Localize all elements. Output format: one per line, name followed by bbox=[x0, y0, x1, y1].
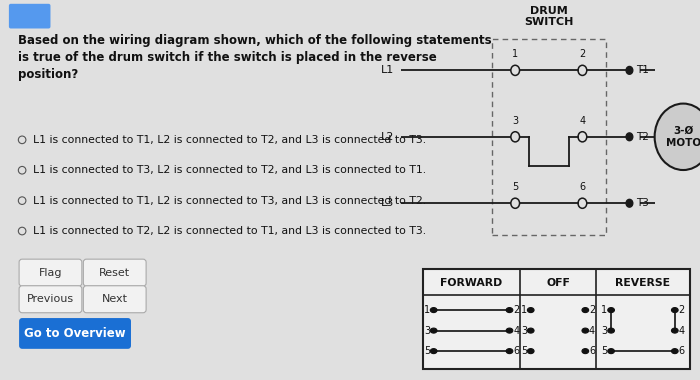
Text: 4: 4 bbox=[513, 326, 519, 336]
Text: 2: 2 bbox=[513, 305, 519, 315]
Circle shape bbox=[582, 328, 589, 333]
Text: Go to Overview: Go to Overview bbox=[25, 327, 126, 340]
Circle shape bbox=[578, 198, 587, 208]
Text: T3: T3 bbox=[636, 198, 649, 208]
Bar bbox=[423, 269, 690, 369]
Text: 1: 1 bbox=[521, 305, 527, 315]
Circle shape bbox=[626, 200, 633, 207]
Circle shape bbox=[527, 307, 534, 313]
Circle shape bbox=[654, 104, 700, 170]
Text: Based on the wiring diagram shown, which of the following statements
is true of : Based on the wiring diagram shown, which… bbox=[18, 34, 492, 81]
Circle shape bbox=[430, 307, 437, 313]
Text: Flag: Flag bbox=[38, 268, 62, 278]
Text: 4: 4 bbox=[589, 326, 595, 336]
Text: Previous: Previous bbox=[27, 294, 74, 304]
Text: 3: 3 bbox=[512, 116, 518, 126]
Text: L1 is connected to T3, L2 is connected to T2, and L3 is connected to T1.: L1 is connected to T3, L2 is connected t… bbox=[34, 165, 426, 175]
Circle shape bbox=[671, 307, 678, 313]
Circle shape bbox=[578, 65, 587, 76]
Circle shape bbox=[671, 348, 678, 354]
Text: 6: 6 bbox=[513, 346, 519, 356]
Text: Reset: Reset bbox=[99, 268, 130, 278]
Text: T1: T1 bbox=[636, 65, 649, 75]
Text: 5: 5 bbox=[521, 346, 527, 356]
Text: DRUM
SWITCH: DRUM SWITCH bbox=[524, 6, 573, 27]
Circle shape bbox=[430, 348, 437, 354]
Circle shape bbox=[582, 348, 589, 354]
Circle shape bbox=[511, 65, 519, 76]
Circle shape bbox=[626, 133, 633, 141]
Circle shape bbox=[511, 132, 519, 142]
Circle shape bbox=[671, 328, 678, 333]
FancyBboxPatch shape bbox=[19, 318, 131, 349]
Circle shape bbox=[511, 198, 519, 208]
FancyBboxPatch shape bbox=[83, 286, 146, 313]
Text: 6: 6 bbox=[589, 346, 595, 356]
FancyBboxPatch shape bbox=[19, 259, 82, 286]
Text: 2: 2 bbox=[589, 305, 595, 315]
Text: 2: 2 bbox=[580, 49, 585, 59]
Text: OFF: OFF bbox=[546, 278, 570, 288]
Circle shape bbox=[578, 132, 587, 142]
FancyBboxPatch shape bbox=[19, 286, 82, 313]
Text: L1 is connected to T1, L2 is connected to T2, and L3 is connected to T3.: L1 is connected to T1, L2 is connected t… bbox=[34, 135, 426, 145]
Text: 3: 3 bbox=[521, 326, 527, 336]
Text: FORWARD: FORWARD bbox=[440, 278, 503, 288]
Text: 5: 5 bbox=[512, 182, 518, 192]
Text: 1: 1 bbox=[424, 305, 430, 315]
Text: 2: 2 bbox=[678, 305, 685, 315]
Circle shape bbox=[506, 348, 513, 354]
Circle shape bbox=[506, 328, 513, 333]
FancyBboxPatch shape bbox=[83, 259, 146, 286]
Text: L1 is connected to T1, L2 is connected to T3, and L3 is connected to T2.: L1 is connected to T1, L2 is connected t… bbox=[34, 196, 426, 206]
Circle shape bbox=[527, 348, 534, 354]
Circle shape bbox=[608, 328, 615, 333]
Text: L2: L2 bbox=[381, 132, 394, 142]
Text: 4: 4 bbox=[580, 116, 585, 126]
Text: 5: 5 bbox=[424, 346, 430, 356]
Text: L3: L3 bbox=[381, 198, 394, 208]
Text: 6: 6 bbox=[580, 182, 585, 192]
Circle shape bbox=[608, 307, 615, 313]
Text: Next: Next bbox=[102, 294, 127, 304]
Text: L1: L1 bbox=[381, 65, 394, 75]
Text: 3: 3 bbox=[601, 326, 608, 336]
Text: T2: T2 bbox=[636, 132, 649, 142]
Text: L1 is connected to T2, L2 is connected to T1, and L3 is connected to T3.: L1 is connected to T2, L2 is connected t… bbox=[34, 226, 426, 236]
Circle shape bbox=[527, 328, 534, 333]
FancyBboxPatch shape bbox=[9, 4, 50, 28]
Text: 5: 5 bbox=[601, 346, 608, 356]
Text: 1: 1 bbox=[601, 305, 608, 315]
Text: 6: 6 bbox=[678, 346, 685, 356]
Text: 4: 4 bbox=[678, 326, 685, 336]
Circle shape bbox=[430, 328, 437, 333]
Text: 1: 1 bbox=[512, 49, 518, 59]
Circle shape bbox=[506, 307, 513, 313]
Text: 3-Ø
MOTO: 3-Ø MOTO bbox=[666, 126, 700, 147]
Text: REVERSE: REVERSE bbox=[615, 278, 671, 288]
Bar bbox=[491, 39, 606, 234]
Circle shape bbox=[626, 66, 633, 74]
Circle shape bbox=[582, 307, 589, 313]
Text: 3: 3 bbox=[424, 326, 430, 336]
Circle shape bbox=[608, 348, 615, 354]
